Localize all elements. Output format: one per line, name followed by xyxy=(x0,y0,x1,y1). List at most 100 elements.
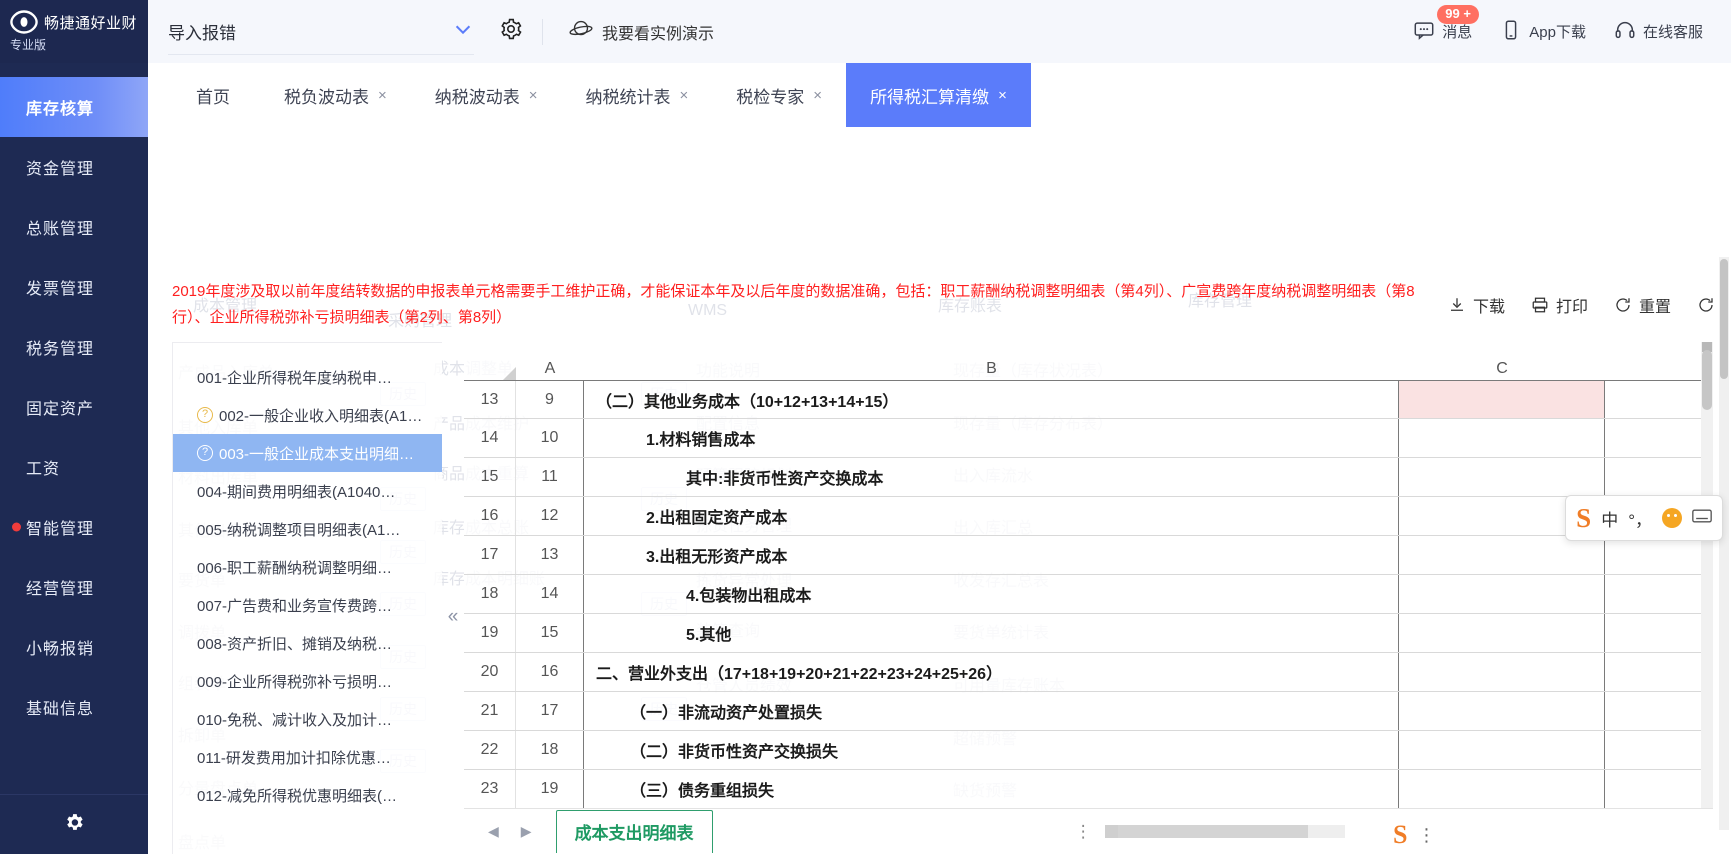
table-row[interactable]: 20 16 二、营业外支出（17+18+19+20+21+22+23+24+25+2… xyxy=(464,653,1713,692)
report-list-item-003[interactable]: ? 003-一般企业成本支出明细… xyxy=(173,434,442,472)
sheet-horizontal-scrollbar[interactable] xyxy=(1104,825,1345,838)
table-row[interactable]: 21 17 （一）非流动资产处置损失 xyxy=(464,692,1713,731)
sidebar-item-4[interactable]: 税务管理 xyxy=(0,317,148,377)
cell-d[interactable] xyxy=(1605,614,1713,652)
cell-c[interactable] xyxy=(1399,653,1605,691)
cell-b[interactable]: 5.其他 xyxy=(584,614,1399,652)
cell-b[interactable]: 其中:非货币性资产交换成本 xyxy=(584,458,1399,496)
ime-toolbar[interactable]: S 中 °， xyxy=(1565,495,1723,541)
table-row[interactable]: 15 11 其中:非货币性资产交换成本 xyxy=(464,458,1713,497)
ime-punctuation-toggle[interactable]: °， xyxy=(1628,510,1652,530)
cell-c[interactable] xyxy=(1399,614,1605,652)
report-list-item-006[interactable]: 006-职工薪酬纳税调整明细… xyxy=(173,548,442,586)
table-row[interactable]: 18 14 4.包装物出租成本 xyxy=(464,575,1713,614)
scrollbar-thumb[interactable] xyxy=(1720,259,1728,379)
sidebar-item-7[interactable]: 智能管理 xyxy=(0,497,148,557)
cell-b[interactable]: 4.包装物出租成本 xyxy=(584,575,1399,613)
smiley-icon[interactable] xyxy=(1662,508,1682,528)
cell-b[interactable]: 二、营业外支出（17+18+19+20+21+22+23+24+25+26） xyxy=(584,653,1399,691)
tab-3[interactable]: 纳税统计表 × xyxy=(562,63,713,127)
report-list-item-002[interactable]: ? 002-一般企业收入明细表(A1… xyxy=(173,396,442,434)
sidebar-item-1[interactable]: 资金管理 xyxy=(0,137,148,197)
cell-b[interactable]: （二）非货币性资产交换损失 xyxy=(584,731,1399,769)
report-list-item-009[interactable]: 009-企业所得税弥补亏损明… xyxy=(173,662,442,700)
cell-a[interactable]: 17 xyxy=(516,692,584,730)
cell-b[interactable]: （一）非流动资产处置损失 xyxy=(584,692,1399,730)
app-download-button[interactable]: App下载 xyxy=(1486,0,1600,63)
report-list-item-005[interactable]: 005-纳税调整项目明细表(A1… xyxy=(173,510,442,548)
tab-1[interactable]: 税负波动表 × xyxy=(260,63,411,127)
sheet-tab-active[interactable]: 成本支出明细表 xyxy=(555,810,713,853)
cell-a[interactable]: 16 xyxy=(516,653,584,691)
cell-c[interactable] xyxy=(1399,731,1605,769)
sidebar-item-6[interactable]: 工资 xyxy=(0,437,148,497)
action-下载[interactable]: 下载 xyxy=(1448,293,1505,317)
report-list-item-004[interactable]: 004-期间费用明细表(A1040… xyxy=(173,472,442,510)
table-row[interactable]: 22 18 （二）非货币性资产交换损失 xyxy=(464,731,1713,770)
report-list-item-001[interactable]: 001-企业所得税年度纳税申… xyxy=(173,358,442,396)
content-vertical-scrollbar[interactable] xyxy=(1719,257,1729,830)
messages-button[interactable]: 消息 99 + xyxy=(1399,0,1486,63)
sheet-options-button[interactable]: ⋮ xyxy=(1074,821,1093,841)
cell-a[interactable]: 9 xyxy=(516,381,584,418)
cell-d[interactable] xyxy=(1605,653,1713,691)
cell-a[interactable]: 18 xyxy=(516,731,584,769)
report-list-item-008[interactable]: 008-资产折旧、摊销及纳税… xyxy=(173,624,442,662)
cell-d[interactable] xyxy=(1605,770,1713,808)
column-header-b[interactable]: B xyxy=(986,360,997,377)
cell-a[interactable]: 10 xyxy=(516,419,584,457)
sidebar-item-8[interactable]: 经营管理 xyxy=(0,557,148,617)
column-header-c[interactable]: C xyxy=(1496,360,1508,377)
ime-keyboard-icon[interactable] xyxy=(1692,508,1712,529)
table-row[interactable]: 23 19 （三）债务重组损失 xyxy=(464,770,1713,809)
action-reload[interactable] xyxy=(1697,296,1715,314)
cell-a[interactable]: 11 xyxy=(516,458,584,496)
sidebar-item-3[interactable]: 发票管理 xyxy=(0,257,148,317)
report-list-item-007[interactable]: 007-广告费和业务宣传费跨… xyxy=(173,586,442,624)
sidebar-item-2[interactable]: 总账管理 xyxy=(0,197,148,257)
tab-2[interactable]: 纳税波动表 × xyxy=(411,63,562,127)
ime-language-toggle[interactable]: 中 xyxy=(1601,510,1619,530)
sidebar-item-10[interactable]: 基础信息 xyxy=(0,677,148,737)
report-list-item-012[interactable]: 012-减免所得税优惠明细表(… xyxy=(173,776,442,814)
cell-d[interactable] xyxy=(1605,536,1713,574)
close-icon[interactable]: × xyxy=(679,86,689,104)
table-row[interactable]: 13 9 （二）其他业务成本（10+12+13+14+15） xyxy=(464,380,1713,419)
module-select[interactable]: 导入报错 xyxy=(148,0,488,63)
tab-5[interactable]: 所得税汇算清缴 × xyxy=(846,63,1031,127)
cell-c[interactable] xyxy=(1399,536,1605,574)
cell-c[interactable] xyxy=(1399,575,1605,613)
close-icon[interactable]: × xyxy=(813,86,823,104)
tab-0[interactable]: 首页 xyxy=(162,63,260,127)
corner-cell[interactable] xyxy=(464,342,516,380)
table-row[interactable]: 19 15 5.其他 xyxy=(464,614,1713,653)
action-重置[interactable]: 重置 xyxy=(1614,293,1671,317)
cell-c[interactable] xyxy=(1399,381,1605,418)
action-打印[interactable]: 打印 xyxy=(1531,293,1588,317)
spreadsheet[interactable]: A B C 13 9 （二）其他业务成本（10+12+13+14+15） 14 10 1.… xyxy=(464,342,1713,828)
cell-d[interactable] xyxy=(1605,419,1713,457)
cell-b[interactable]: （三）债务重组损失 xyxy=(584,770,1399,808)
sheet-next-button[interactable]: ▶ xyxy=(520,823,532,839)
sogou-taskbar-widget[interactable]: S ⋮ xyxy=(1393,820,1437,850)
cell-d[interactable] xyxy=(1605,692,1713,730)
demo-link[interactable]: 我要看实例演示 xyxy=(551,18,732,45)
sidebar-item-0[interactable]: 库存核算 xyxy=(0,77,148,137)
cell-a[interactable]: 15 xyxy=(516,614,584,652)
cell-c[interactable] xyxy=(1399,692,1605,730)
sheet-vertical-scrollbar[interactable] xyxy=(1701,342,1713,828)
close-icon[interactable]: × xyxy=(378,86,387,104)
cell-b[interactable]: （二）其他业务成本（10+12+13+14+15） xyxy=(584,381,1399,418)
cell-b[interactable]: 2.出租固定资产成本 xyxy=(584,497,1399,535)
report-list-item-011[interactable]: 011-研发费用加计扣除优惠… xyxy=(173,738,442,776)
sheet-nav-arrows[interactable]: ◀ ▶ xyxy=(464,823,556,840)
cell-a[interactable]: 12 xyxy=(516,497,584,535)
column-header-a[interactable]: A xyxy=(544,360,556,377)
close-icon[interactable]: × xyxy=(998,86,1007,104)
cell-d[interactable] xyxy=(1605,731,1713,769)
cell-c[interactable] xyxy=(1399,770,1605,808)
sidebar-settings-button[interactable] xyxy=(0,794,148,854)
online-service-button[interactable]: 在线客服 xyxy=(1600,0,1717,63)
tab-4[interactable]: 税检专家 × xyxy=(712,63,846,127)
sogou-menu-icon[interactable]: ⋮ xyxy=(1417,824,1438,845)
